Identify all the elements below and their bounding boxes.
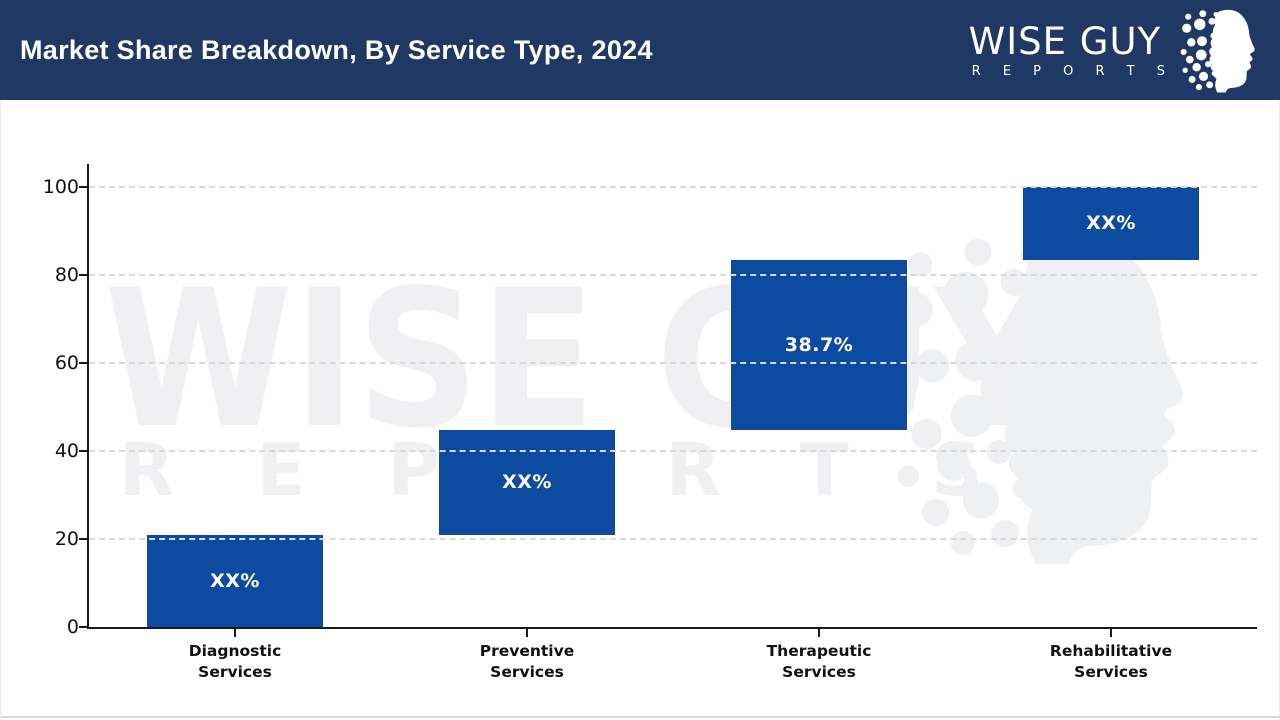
y-axis-line: [87, 164, 89, 629]
bar-preventive-services: XX%: [439, 429, 615, 536]
y-tick-label: 100: [42, 176, 79, 198]
chart-title: Market Share Breakdown, By Service Type,…: [20, 34, 653, 65]
gridline-100: [89, 186, 1257, 188]
bar-therapeutic-services: 38.7%: [731, 259, 907, 430]
bottom-divider: [1, 716, 1280, 718]
x-tick: [1110, 627, 1112, 637]
bar-diagnostic-services: XX%: [147, 535, 323, 627]
brand-text: WISE GUY R E P O R T S: [969, 23, 1174, 78]
x-axis-line: [87, 627, 1257, 629]
y-tick-label: 60: [54, 352, 79, 374]
bar-value-label: XX%: [1086, 212, 1136, 235]
y-tick-label: 40: [54, 440, 79, 462]
gridline-80: [89, 274, 1257, 276]
bar-value-label: 38.7%: [784, 333, 854, 356]
y-tick: [79, 626, 89, 628]
brand-face-logo-icon: [1180, 9, 1255, 93]
y-tick: [79, 538, 89, 540]
y-tick-label: 80: [54, 264, 79, 286]
y-tick-label: 0: [66, 616, 79, 638]
gridline-40: [89, 450, 1257, 452]
brand-name: WISE GUY: [968, 19, 1162, 63]
bar-value-label: XX%: [210, 570, 260, 592]
gridline-60: [89, 362, 1257, 364]
x-tick: [818, 627, 820, 637]
brand-subtitle: R E P O R T S: [971, 63, 1174, 79]
bar-value-label: XX%: [502, 471, 552, 494]
y-tick-label: 20: [54, 528, 79, 550]
y-tick: [79, 450, 89, 452]
x-category-label: Rehabilitative Services: [1049, 642, 1173, 681]
header-bar: Market Share Breakdown, By Service Type,…: [0, 0, 1280, 100]
x-tick: [526, 627, 528, 637]
y-tick: [79, 362, 89, 364]
gridline-20: [89, 538, 1257, 540]
y-tick: [79, 186, 89, 188]
x-category-label: Diagnostic Services: [188, 642, 282, 681]
x-tick: [234, 627, 236, 637]
y-tick: [79, 274, 89, 276]
x-category-label: Preventive Services: [479, 642, 575, 681]
x-category-label: Therapeutic Services: [766, 642, 872, 681]
brand-logo: WISE GUY R E P O R T S: [969, 6, 1262, 94]
bar-rehabilitative-services: XX%: [1023, 187, 1199, 260]
